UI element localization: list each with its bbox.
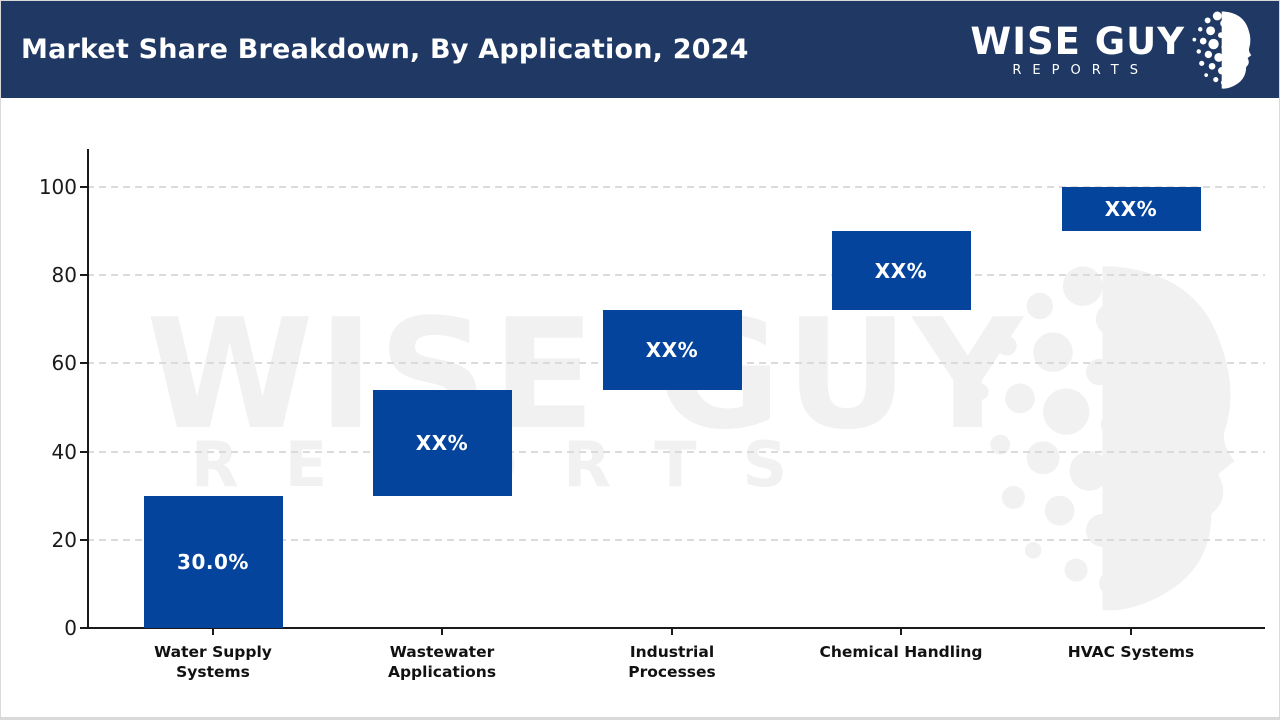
bar-chemical-handling: XX% — [831, 231, 971, 311]
y-tick-mark — [80, 274, 88, 277]
y-tick-label-80: 80 — [51, 263, 77, 288]
bar-hvac-systems: XX% — [1061, 187, 1201, 232]
y-tick-mark — [80, 538, 88, 541]
bar-water-supply-systems: 30.0% — [143, 495, 283, 628]
y-tick-mark — [80, 627, 88, 629]
logo-subtitle: REPORTS — [1012, 62, 1149, 78]
bar-value-label: 30.0% — [177, 549, 249, 574]
watermark-subtitle: REPORTS — [191, 428, 834, 501]
gridline-20 — [87, 538, 1265, 541]
logo-wordmark: WISE GUY — [970, 19, 1185, 63]
bar-industrial-processes: XX% — [602, 310, 742, 390]
gridline-100 — [87, 186, 1265, 188]
gridline-40 — [87, 450, 1265, 453]
y-tick-label-60: 60 — [51, 351, 77, 376]
x-tick-mark — [671, 628, 673, 635]
y-tick-label-40: 40 — [51, 439, 77, 464]
x-tick-mark — [1130, 628, 1132, 635]
y-tick-mark — [80, 362, 88, 365]
x-axis-label-water-supply-systems: Water Supply Systems — [154, 643, 272, 681]
x-axis-label-industrial-processes: Industrial Processes — [628, 643, 716, 681]
x-axis-label-hvac-systems: HVAC Systems — [1067, 643, 1195, 661]
chart-canvas: WISE GUY REPORTS 0 20 40 60 80 100 30.0% XX% XX… — [1, 98, 1279, 717]
bar-value-label: XX% — [1104, 197, 1158, 222]
bar-value-label: XX% — [874, 258, 928, 283]
x-axis-label-wastewater-applications: Wastewater Applications — [387, 643, 497, 681]
watermark-wordmark: WISE GUY — [146, 286, 1027, 463]
x-tick-mark — [900, 628, 902, 635]
y-tick-label-100: 100 — [38, 175, 77, 199]
y-tick-label-20: 20 — [51, 527, 77, 552]
page-title: Market Share Breakdown, By Application, … — [21, 34, 749, 65]
y-tick-label-0: 0 — [64, 616, 77, 640]
watermark-face-icon — [972, 266, 1235, 611]
x-axis-line — [87, 627, 1265, 629]
wiseguy-logo: WISE GUY REPORTS — [970, 8, 1255, 92]
wiseguy-logo-text: WISE GUY REPORTS — [970, 23, 1185, 77]
bar-wastewater-applications: XX% — [372, 389, 512, 496]
gridline-80 — [87, 274, 1265, 277]
header-band: Market Share Breakdown, By Application, … — [1, 1, 1279, 98]
wiseguy-face-icon — [1192, 11, 1252, 89]
x-tick-mark — [212, 628, 214, 635]
y-axis-line — [87, 149, 89, 628]
bar-value-label: XX% — [645, 338, 699, 363]
x-tick-mark — [441, 628, 443, 635]
y-tick-mark — [80, 186, 88, 188]
y-tick-mark — [80, 450, 88, 453]
x-axis-label-chemical-handling: Chemical Handling — [819, 643, 983, 661]
bar-value-label: XX% — [415, 430, 469, 455]
